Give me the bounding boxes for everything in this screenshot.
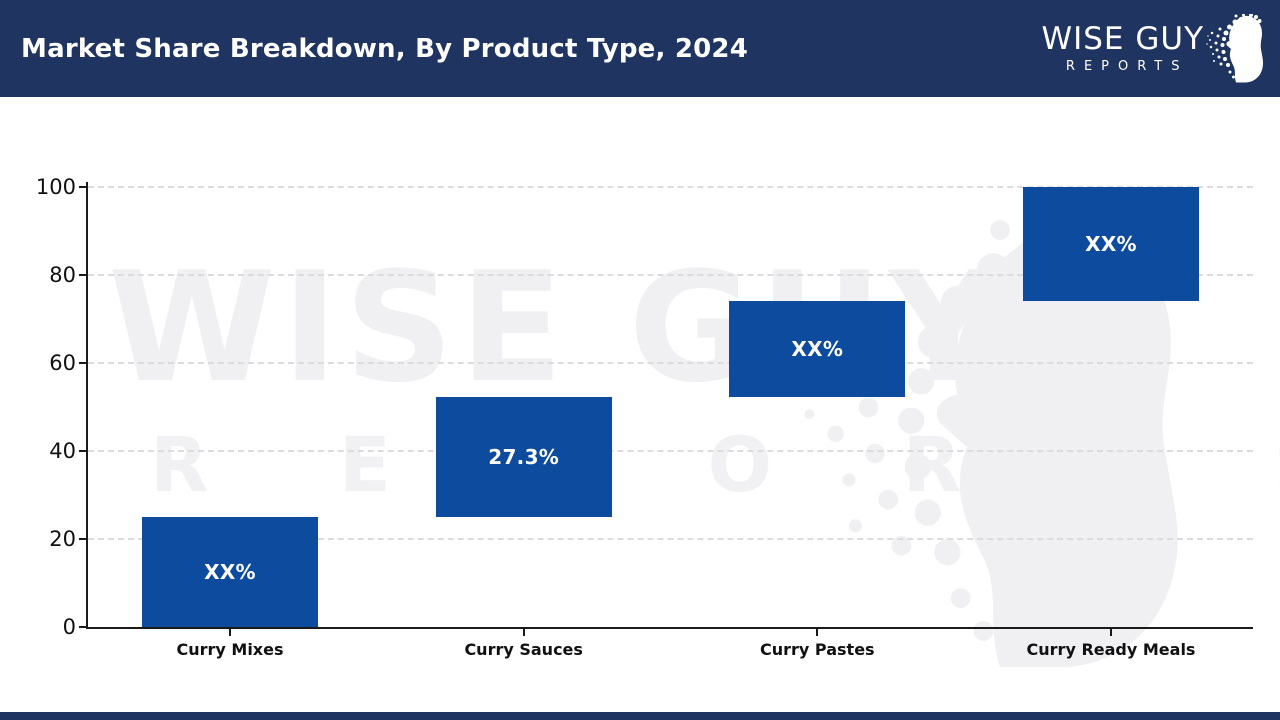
axis-spine-bottom — [86, 627, 1253, 629]
x-tick-mark — [1110, 629, 1112, 636]
y-tick-label: 40 — [49, 438, 76, 463]
bar-curry-ready-meals: XX% — [1023, 186, 1199, 302]
brand-reports-text: REPORTS — [1065, 59, 1189, 74]
footer-bar — [0, 712, 1280, 720]
gridline-20 — [88, 537, 1253, 540]
brand-logo: WISE GUY REPORTS — [1041, 9, 1280, 89]
y-tick-mark — [79, 185, 86, 188]
bar-curry-mixes: XX% — [142, 516, 318, 627]
gridline-80 — [88, 273, 1253, 276]
bar-value-label: XX% — [791, 336, 844, 361]
gridline-100 — [88, 185, 1253, 188]
bar-value-label: 27.3% — [488, 444, 560, 469]
page-title: Market Share Breakdown, By Product Type,… — [21, 33, 748, 64]
x-tick-mark — [522, 629, 525, 636]
y-tick-mark — [79, 361, 86, 364]
bar-value-label: XX% — [204, 559, 256, 584]
gridline-60 — [88, 361, 1253, 364]
gridline-40 — [88, 449, 1253, 452]
y-tick-label: 20 — [49, 526, 76, 551]
brand-name-text: WISE GUY — [1041, 21, 1204, 57]
bar-value-label: XX% — [1085, 231, 1137, 256]
y-tick-label: 100 — [35, 174, 76, 199]
header: Market Share Breakdown, By Product Type,… — [0, 0, 1280, 97]
brand-wordmark: WISE GUY REPORTS — [1041, 21, 1204, 74]
bar-curry-sauces: 27.3% — [435, 396, 612, 517]
y-tick-label: 80 — [49, 262, 76, 287]
x-tick-label: Curry Pastes — [760, 640, 875, 659]
y-tick-label: 0 — [62, 615, 76, 639]
y-tick-mark — [79, 449, 86, 452]
axis-spine-left — [86, 182, 88, 629]
y-tick-mark — [79, 273, 86, 276]
x-tick-mark — [816, 629, 819, 636]
y-tick-mark — [79, 626, 86, 628]
x-tick-label: Curry Sauces — [464, 640, 583, 659]
bar-curry-pastes: XX% — [729, 301, 906, 397]
x-tick-label: Curry Ready Meals — [1026, 640, 1196, 659]
x-tick-mark — [229, 629, 231, 636]
y-tick-label: 60 — [49, 350, 76, 375]
x-tick-label: Curry Mixes — [176, 640, 284, 659]
y-tick-mark — [79, 537, 86, 540]
